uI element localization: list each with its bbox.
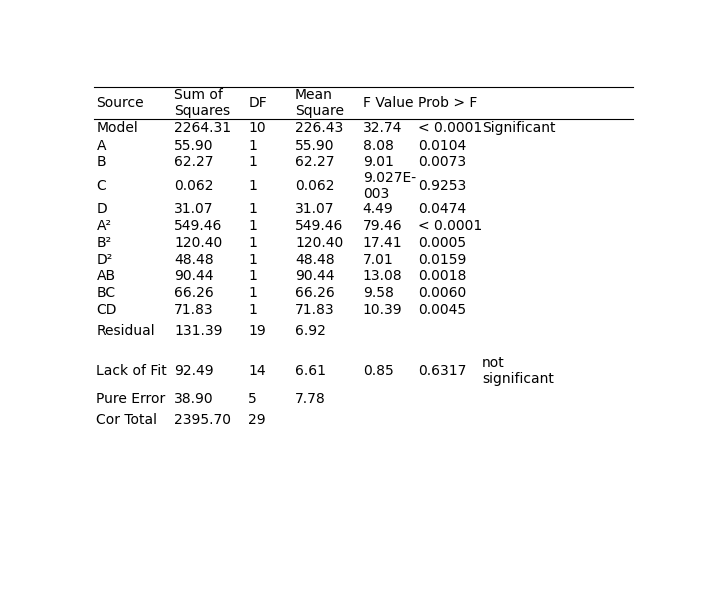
Text: 31.07: 31.07 [174,202,214,216]
Text: < 0.0001: < 0.0001 [417,121,482,135]
Text: Pure Error: Pure Error [97,391,165,406]
Text: Model: Model [97,121,138,135]
Text: Mean
Square: Mean Square [295,88,344,118]
Text: 6.92: 6.92 [295,324,326,338]
Text: Residual: Residual [97,324,155,338]
Text: Source: Source [97,96,144,110]
Text: 9.01: 9.01 [363,156,393,169]
Text: 1: 1 [248,139,257,153]
Text: 0.0018: 0.0018 [417,269,466,284]
Text: 48.48: 48.48 [174,253,214,266]
Text: 71.83: 71.83 [295,303,334,317]
Text: 120.40: 120.40 [174,236,222,250]
Text: 131.39: 131.39 [174,324,222,338]
Text: 0.85: 0.85 [363,364,393,378]
Text: 66.26: 66.26 [174,287,214,300]
Text: Cor Total: Cor Total [97,413,158,427]
Text: 29: 29 [248,413,266,427]
Text: 549.46: 549.46 [174,219,222,233]
Text: 62.27: 62.27 [174,156,214,169]
Text: 1: 1 [248,236,257,250]
Text: 1: 1 [248,219,257,233]
Text: 32.74: 32.74 [363,121,402,135]
Text: 10: 10 [248,121,266,135]
Text: 0.062: 0.062 [174,179,214,192]
Text: 48.48: 48.48 [295,253,334,266]
Text: 2395.70: 2395.70 [174,413,231,427]
Text: A²: A² [97,219,111,233]
Text: 0.0060: 0.0060 [417,287,466,300]
Text: Lack of Fit: Lack of Fit [97,364,167,378]
Text: 55.90: 55.90 [295,139,334,153]
Text: 226.43: 226.43 [295,121,344,135]
Text: 0.0159: 0.0159 [417,253,466,266]
Text: 66.26: 66.26 [295,287,335,300]
Text: 1: 1 [248,156,257,169]
Text: 0.062: 0.062 [295,179,334,192]
Text: 120.40: 120.40 [295,236,344,250]
Text: 0.9253: 0.9253 [417,179,466,192]
Text: 62.27: 62.27 [295,156,334,169]
Text: BC: BC [97,287,116,300]
Text: 1: 1 [248,253,257,266]
Text: < 0.0001: < 0.0001 [417,219,482,233]
Text: 0.0073: 0.0073 [417,156,466,169]
Text: 9.027E-
003: 9.027E- 003 [363,170,416,201]
Text: 1: 1 [248,269,257,284]
Text: not
significant: not significant [482,356,554,387]
Text: 19: 19 [248,324,266,338]
Text: F Value: F Value [363,96,413,110]
Text: 0.6317: 0.6317 [417,364,466,378]
Text: 1: 1 [248,303,257,317]
Text: Prob > F: Prob > F [417,96,477,110]
Text: 31.07: 31.07 [295,202,334,216]
Text: 7.78: 7.78 [295,391,326,406]
Text: 79.46: 79.46 [363,219,403,233]
Text: 1: 1 [248,179,257,192]
Text: 92.49: 92.49 [174,364,214,378]
Text: 90.44: 90.44 [295,269,334,284]
Text: Significant: Significant [482,121,556,135]
Text: 0.0005: 0.0005 [417,236,466,250]
Text: D²: D² [97,253,113,266]
Text: 13.08: 13.08 [363,269,403,284]
Text: 90.44: 90.44 [174,269,214,284]
Text: 10.39: 10.39 [363,303,403,317]
Text: 17.41: 17.41 [363,236,403,250]
Text: 0.0474: 0.0474 [417,202,466,216]
Text: A: A [97,139,106,153]
Text: 549.46: 549.46 [295,219,344,233]
Text: 0.0045: 0.0045 [417,303,466,317]
Text: D: D [97,202,107,216]
Text: AB: AB [97,269,116,284]
Text: 1: 1 [248,287,257,300]
Text: CD: CD [97,303,117,317]
Text: 2264.31: 2264.31 [174,121,231,135]
Text: B²: B² [97,236,111,250]
Text: 71.83: 71.83 [174,303,214,317]
Text: 8.08: 8.08 [363,139,393,153]
Text: 38.90: 38.90 [174,391,214,406]
Text: 0.0104: 0.0104 [417,139,466,153]
Text: 7.01: 7.01 [363,253,393,266]
Text: 1: 1 [248,202,257,216]
Text: 55.90: 55.90 [174,139,214,153]
Text: 6.61: 6.61 [295,364,326,378]
Text: Sum of
Squares: Sum of Squares [174,88,230,118]
Text: 4.49: 4.49 [363,202,393,216]
Text: DF: DF [248,96,267,110]
Text: C: C [97,179,106,192]
Text: 5: 5 [248,391,257,406]
Text: B: B [97,156,106,169]
Text: 9.58: 9.58 [363,287,393,300]
Text: 14: 14 [248,364,266,378]
